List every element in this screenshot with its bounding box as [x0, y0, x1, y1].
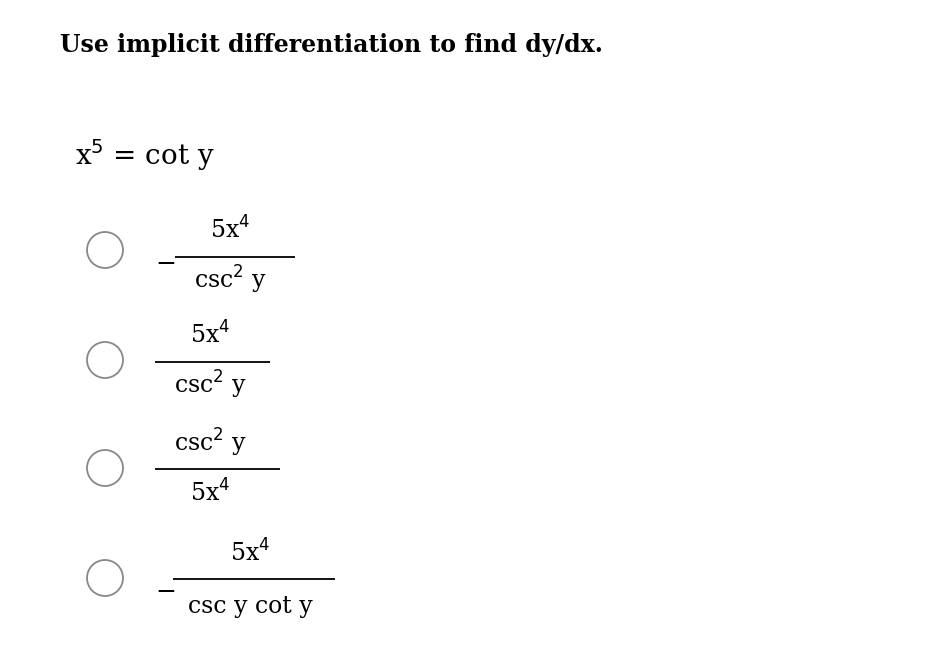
Text: csc$^2$ y: csc$^2$ y: [174, 369, 246, 401]
Text: Use implicit differentiation to find dy/dx.: Use implicit differentiation to find dy/…: [60, 33, 603, 57]
Text: csc$^2$ y: csc$^2$ y: [174, 427, 246, 459]
Text: −: −: [155, 581, 176, 604]
Text: csc$^2$ y: csc$^2$ y: [194, 264, 266, 296]
Text: 5x$^4$: 5x$^4$: [190, 321, 230, 349]
Text: x$^5$ = cot y: x$^5$ = cot y: [75, 137, 215, 173]
Text: −: −: [155, 254, 176, 277]
Text: 5x$^4$: 5x$^4$: [230, 540, 270, 566]
Text: 5x$^4$: 5x$^4$: [190, 479, 230, 507]
Text: csc y cot y: csc y cot y: [188, 594, 313, 617]
Text: 5x$^4$: 5x$^4$: [210, 216, 250, 243]
